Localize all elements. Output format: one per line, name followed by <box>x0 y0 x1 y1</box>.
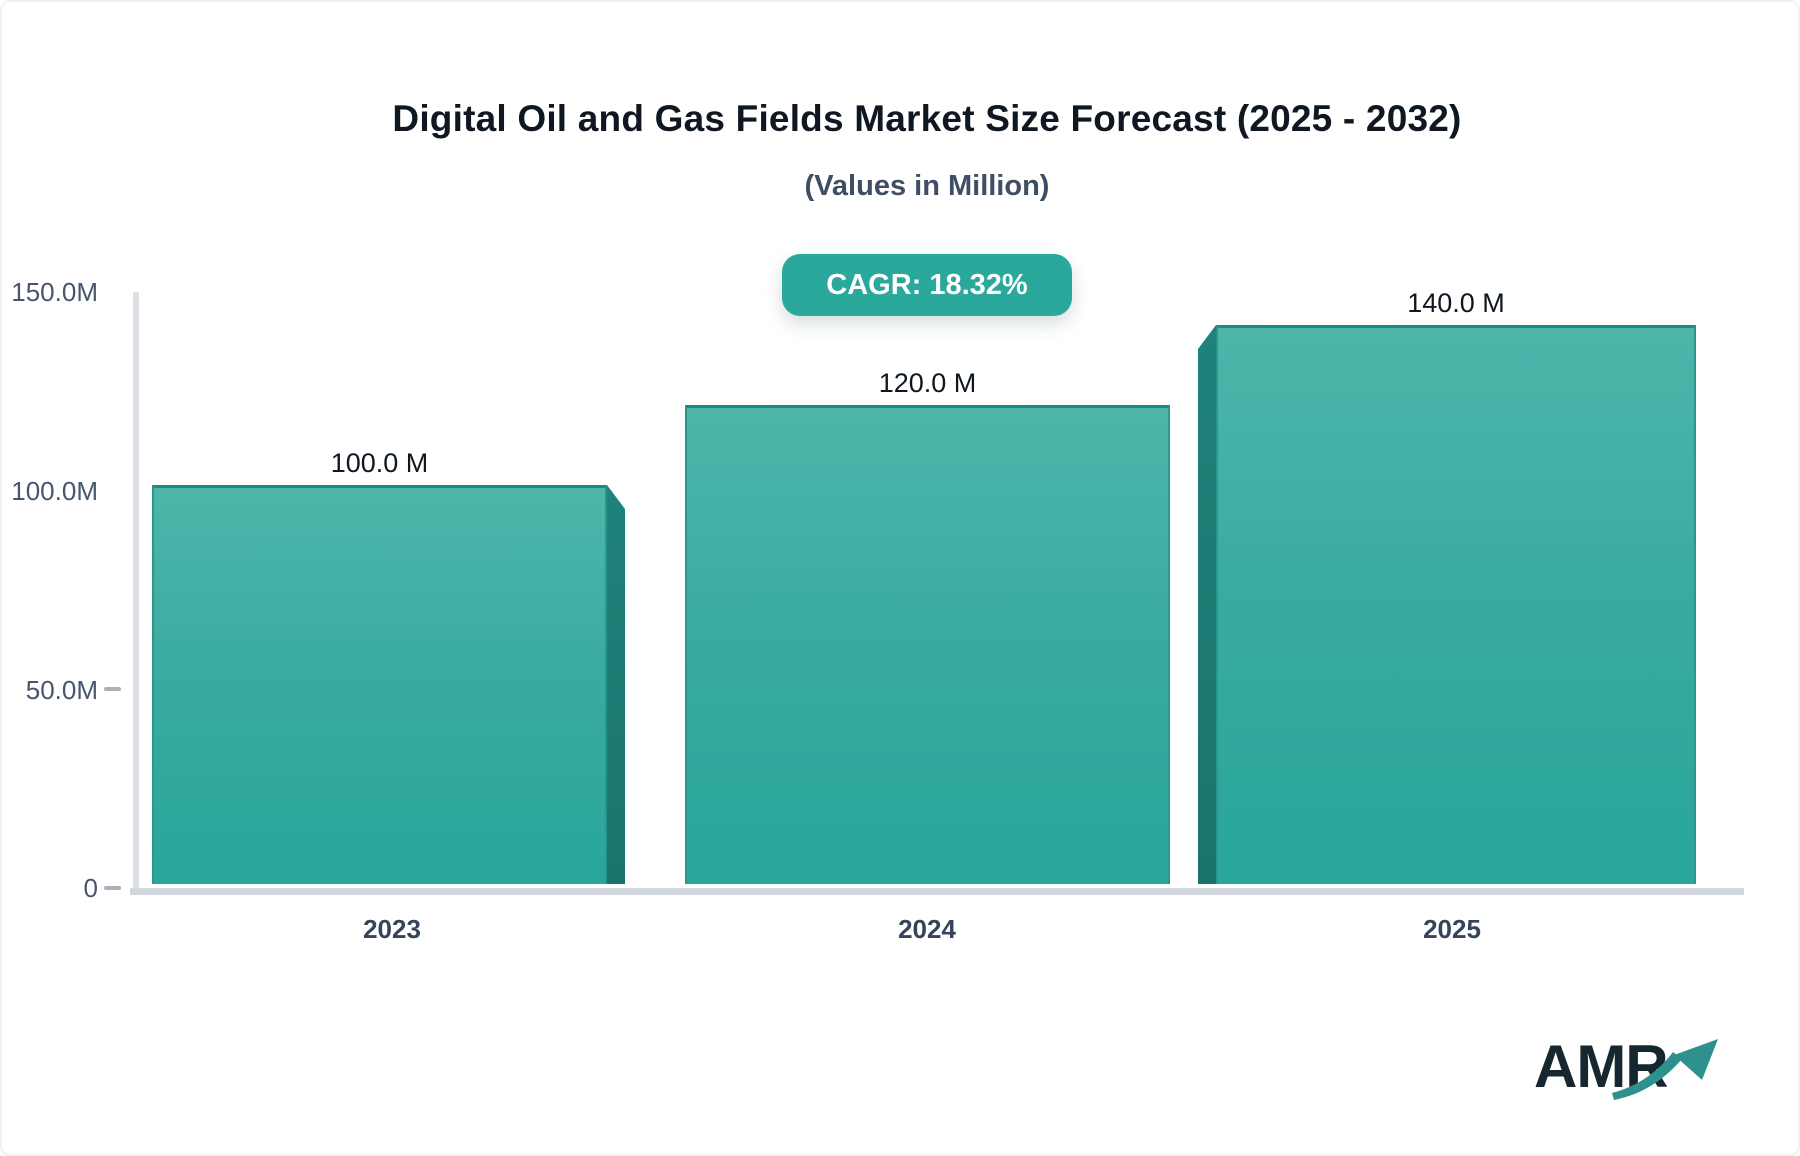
chart-title: Digital Oil and Gas Fields Market Size F… <box>392 98 1462 139</box>
chart-subtitle: (Values in Million) <box>804 170 1050 202</box>
x-axis-label-2025: 2025 <box>1423 914 1481 944</box>
bar-2025-side-shade <box>1198 325 1216 884</box>
growth-arrow-icon <box>1612 1039 1718 1100</box>
x-axis-label-2024: 2024 <box>898 914 956 944</box>
y-axis-tick-mark <box>104 886 121 890</box>
y-axis-tick-mark <box>104 687 121 691</box>
bar-value-label-2023: 100.0 M <box>330 448 429 478</box>
bar-value-label-2025: 140.0 M <box>1407 288 1505 318</box>
y-axis-tick-100m: 100.0M <box>11 476 98 506</box>
x-axis-line <box>130 888 1744 895</box>
x-axis-label-2023: 2023 <box>363 914 421 944</box>
y-axis-tick-0: 0 <box>83 873 98 903</box>
bar-2025: 140.0 M <box>1216 288 1696 884</box>
y-axis-line <box>133 292 139 890</box>
bar-2023-side-shade <box>607 485 625 884</box>
bar-2024: 120.0 M <box>685 368 1170 884</box>
bar-value-label-2024: 120.0 M <box>878 368 977 398</box>
amr-logo-text: AMR <box>1534 1033 1669 1100</box>
y-axis-tick-150m: 150.0M <box>11 277 98 307</box>
cagr-badge: CAGR: 18.32% <box>782 254 1072 316</box>
amr-logo: AMR <box>1534 1032 1724 1122</box>
y-axis-tick-50m: 50.0M <box>25 675 98 705</box>
bar-2023: 100.0 M <box>152 448 607 884</box>
